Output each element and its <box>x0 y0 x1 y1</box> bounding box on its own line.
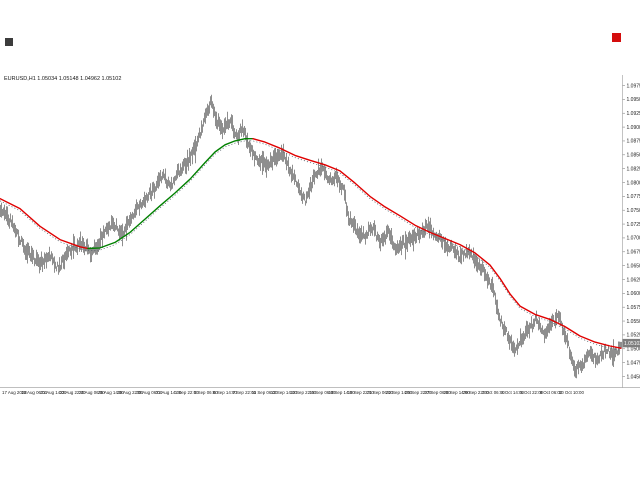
price-axis-label: 1.05000 <box>627 347 640 353</box>
time-axis-label: 13 Sep 22:00 <box>290 390 317 395</box>
top-left-marker <box>5 38 13 46</box>
current-price-tag-label: 1.05102 <box>624 341 640 347</box>
time-axis-label: 10 Oct 10:00 <box>559 390 585 395</box>
time-axis-label: 4 Oct 14:00 <box>501 390 524 395</box>
price-axis-label: 1.08000 <box>627 180 640 186</box>
time-axis-label: 6 Sep 14:00 <box>213 390 237 395</box>
price-axis-label: 1.04750 <box>627 360 640 366</box>
time-axis-label: 27 Sep 06:00 <box>424 390 451 395</box>
time-axis-label: 21 Sep 06:00 <box>367 390 394 395</box>
current-price-tag <box>622 338 640 348</box>
time-axis[interactable] <box>0 387 622 400</box>
time-axis-label: 24 Aug 06:00 <box>79 390 105 395</box>
price-axis-label: 1.07000 <box>627 236 640 242</box>
ma-segment-up <box>87 137 254 250</box>
time-axis-label: 22 Sep 14:00 <box>386 390 413 395</box>
time-axis-label: 9 Oct 06:00 <box>540 390 563 395</box>
time-axis-label: 18 Sep 14:00 <box>328 390 355 395</box>
time-axis-label: 18 Aug 06:00 <box>21 390 47 395</box>
time-axis-label: 30 Aug 06:00 <box>136 390 162 395</box>
price-axis-label: 1.05250 <box>627 333 640 339</box>
price-axis-label: 1.09250 <box>627 111 640 117</box>
price-axis-label: 1.07750 <box>627 194 640 200</box>
time-axis-label: 5 Sep 06:00 <box>194 390 218 395</box>
time-axis-label: 15 Sep 06:00 <box>309 390 336 395</box>
price-axis-label: 1.06250 <box>627 277 640 283</box>
ma-segment-down <box>252 137 622 349</box>
time-axis-label: 21 Aug 14:00 <box>40 390 66 395</box>
time-axis-label: 28 Aug 22:00 <box>117 390 143 395</box>
price-axis[interactable] <box>622 75 640 388</box>
ma-segment-down <box>0 197 89 250</box>
time-axis-label: 3 Oct 06:00 <box>482 390 505 395</box>
top-right-marker <box>612 33 621 42</box>
price-axis-label: 1.09750 <box>627 83 640 89</box>
price-axis-label: 1.06500 <box>627 263 640 269</box>
price-axis-label: 1.07500 <box>627 208 640 214</box>
time-axis-label: 17 Aug 2023 <box>2 390 27 395</box>
time-axis-label: 25 Sep 22:00 <box>405 390 432 395</box>
time-axis-label: 12 Sep 14:00 <box>271 390 298 395</box>
price-axis-label: 1.04500 <box>627 374 640 380</box>
price-axis-label: 1.09500 <box>627 97 640 103</box>
price-axis-label: 1.08500 <box>627 153 640 159</box>
time-axis-label: 28 Sep 14:00 <box>444 390 471 395</box>
time-axis-label: 29 Sep 22:00 <box>463 390 490 395</box>
price-axis-label: 1.05500 <box>627 319 640 325</box>
time-axis-label: 11 Sep 06:00 <box>252 390 278 395</box>
price-axis-label: 1.05750 <box>627 305 640 311</box>
price-axis-label: 1.07250 <box>627 222 640 228</box>
price-bars <box>0 94 622 379</box>
ma-companion-dotted-line <box>0 140 622 351</box>
price-axis-label: 1.08250 <box>627 167 640 173</box>
time-axis-label: 5 Oct 22:00 <box>520 390 543 395</box>
time-axis-label: 25 Aug 14:00 <box>98 390 124 395</box>
time-axis-label: 31 Aug 14:00 <box>156 390 182 395</box>
symbol-ohlc-header: EURUSD,H1 1.05034 1.05148 1.04962 1.0510… <box>4 76 121 82</box>
price-axis-label: 1.08750 <box>627 139 640 145</box>
time-axis-label: 7 Sep 22:00 <box>232 390 256 395</box>
price-axis-label: 1.09000 <box>627 125 640 131</box>
time-axis-label: 19 Sep 22:00 <box>348 390 375 395</box>
price-axis-label: 1.06000 <box>627 291 640 297</box>
time-axis-label: 22 Aug 22:00 <box>60 390 86 395</box>
time-axis-label: 1 Sep 22:00 <box>175 390 199 395</box>
price-axis-label: 1.06750 <box>627 250 640 256</box>
